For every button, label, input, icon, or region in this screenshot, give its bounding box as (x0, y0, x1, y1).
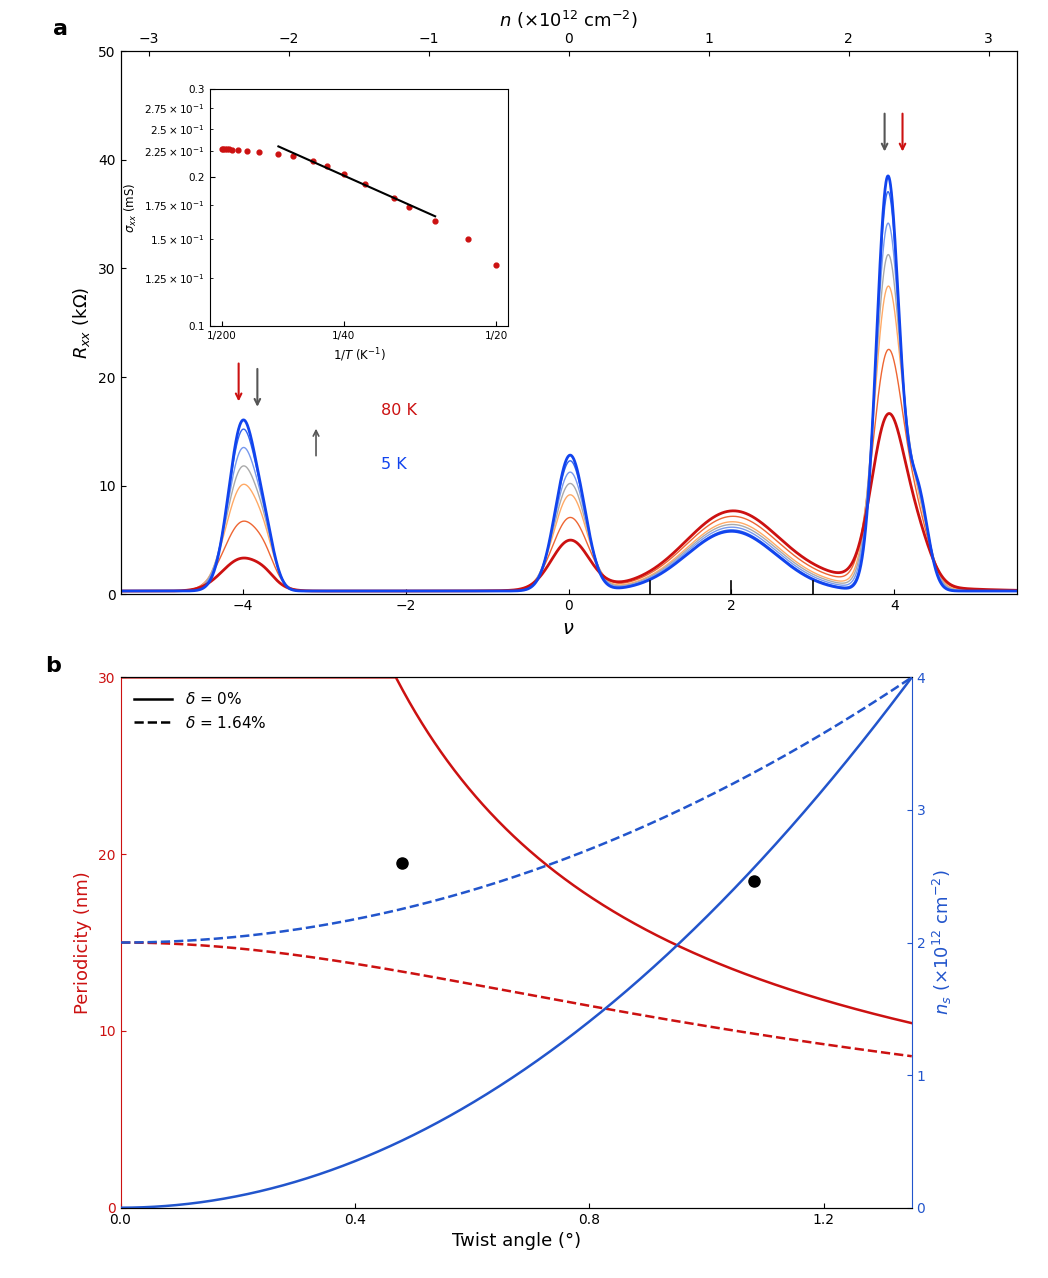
Point (215, 138, 232, 158)
Point (487, 254, 504, 275)
X-axis label: 1/$T$ (K$^{-1}$): 1/$T$ (K$^{-1}$) (332, 346, 386, 364)
Point (270, 144, 287, 165)
Y-axis label: $n_s$ ($\times$10$^{12}$ cm$^{-2}$): $n_s$ ($\times$10$^{12}$ cm$^{-2}$) (931, 869, 954, 1016)
Text: 80 K: 80 K (381, 403, 417, 418)
Point (238, 141, 255, 161)
X-axis label: $n$ ($\times$10$^{12}$ cm$^{-2}$): $n$ ($\times$10$^{12}$ cm$^{-2}$) (499, 9, 638, 31)
Y-axis label: $\sigma_{xx}$ (mS): $\sigma_{xx}$ (mS) (123, 183, 138, 233)
Point (357, 174, 374, 194)
Point (250, 142, 267, 162)
X-axis label: $\nu$: $\nu$ (563, 619, 574, 638)
Point (219, 139, 236, 160)
Point (386, 188, 402, 208)
Text: a: a (53, 18, 68, 38)
Point (217, 138, 234, 158)
Point (214, 138, 231, 158)
Point (335, 164, 352, 184)
Text: 5 K: 5 K (381, 458, 407, 473)
Point (305, 151, 322, 171)
Point (427, 211, 443, 231)
Legend: $\delta$ = 0%, $\delta$ = 1.64%: $\delta$ = 0%, $\delta$ = 1.64% (128, 685, 272, 737)
Y-axis label: Periodicity (nm): Periodicity (nm) (74, 872, 92, 1013)
Point (284, 146, 301, 166)
Point (319, 156, 335, 176)
X-axis label: Twist angle (°): Twist angle (°) (452, 1232, 581, 1250)
Text: b: b (45, 656, 61, 676)
Point (223, 141, 240, 161)
Point (230, 141, 246, 161)
Y-axis label: $R_{xx}$ (k$\Omega$): $R_{xx}$ (k$\Omega$) (71, 286, 92, 359)
Point (221, 139, 238, 160)
Point (400, 197, 417, 217)
Point (460, 229, 477, 249)
